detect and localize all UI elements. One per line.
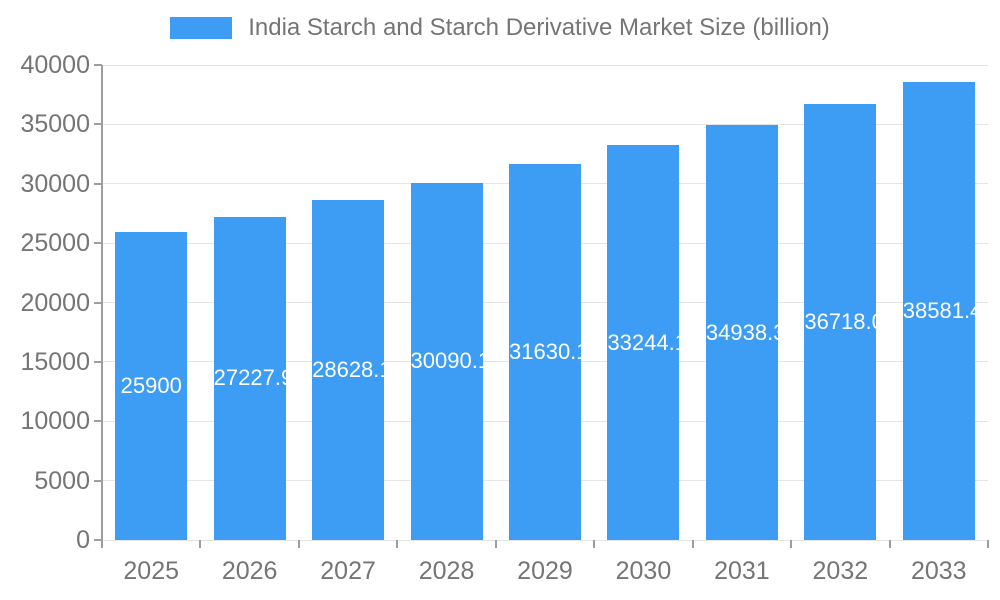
- x-tick-mark: [888, 540, 891, 548]
- bar-value-label: 33244.1: [607, 329, 680, 355]
- y-tick-mark: [94, 301, 102, 304]
- x-tick-label: 2028: [418, 557, 475, 585]
- y-tick-label: 5000: [34, 466, 90, 495]
- bar-value-label: 36718.0: [804, 308, 877, 334]
- x-tick-mark: [297, 540, 300, 548]
- x-tick-label: 2033: [910, 557, 967, 585]
- y-tick-label: 40000: [20, 51, 90, 79]
- bar-value-label: 25900: [120, 373, 182, 399]
- bar[interactable]: 38581.4: [902, 81, 975, 540]
- gridline: [102, 64, 988, 66]
- bar-value-label: 30090.1: [410, 348, 483, 374]
- y-tick-mark: [94, 123, 102, 126]
- bar-value-label: 27227.9: [213, 365, 286, 391]
- x-tick-label: 2032: [812, 557, 869, 585]
- y-tick-mark: [94, 360, 102, 363]
- bar-value-label: 28628.1: [312, 357, 385, 382]
- y-axis-line: [101, 65, 103, 540]
- y-tick-label: 35000: [20, 110, 90, 139]
- x-tick-label: 2031: [714, 557, 770, 585]
- x-tick-label: 2030: [615, 557, 672, 585]
- bar-value-label: 34938.3: [705, 319, 778, 345]
- gridline: [102, 123, 988, 125]
- bar[interactable]: 27227.9: [213, 216, 286, 540]
- x-tick-mark: [987, 540, 989, 548]
- bar-value-label: 38581.4: [902, 297, 975, 323]
- bar[interactable]: 33244.1: [607, 145, 680, 540]
- x-tick-mark: [790, 540, 793, 548]
- x-tick-label: 2027: [320, 557, 376, 585]
- legend-swatch: [170, 17, 233, 39]
- bar-value-label: 31630.1: [509, 339, 581, 365]
- y-tick-label: 25000: [20, 229, 90, 258]
- y-tick-mark: [94, 182, 102, 185]
- y-tick-label: 10000: [20, 407, 90, 436]
- bar[interactable]: 30090.1: [410, 182, 483, 540]
- x-tick-mark: [199, 540, 202, 548]
- y-tick-mark: [94, 242, 102, 245]
- bar[interactable]: 34938.3: [705, 125, 778, 540]
- y-tick-mark: [94, 64, 102, 66]
- y-tick-mark: [94, 420, 102, 423]
- y-tick-label: 30000: [20, 169, 90, 198]
- y-tick-mark: [94, 539, 102, 541]
- x-tick-mark: [691, 540, 694, 548]
- bar[interactable]: 25900: [115, 232, 188, 540]
- x-tick-label: 2026: [221, 557, 278, 585]
- y-tick-label: 15000: [20, 347, 90, 376]
- x-tick-mark: [593, 540, 596, 548]
- legend-label: India Starch and Starch Derivative Marke…: [248, 14, 830, 41]
- bar[interactable]: 31630.1: [509, 164, 581, 540]
- legend-item[interactable]: India Starch and Starch Derivative Marke…: [170, 14, 830, 42]
- bar[interactable]: 28628.1: [312, 200, 385, 540]
- y-tick-mark: [94, 479, 102, 482]
- x-tick-label: 2025: [123, 557, 180, 585]
- gridline: [102, 539, 988, 541]
- x-tick-mark: [101, 540, 103, 548]
- y-tick-label: 20000: [20, 288, 90, 317]
- legend: India Starch and Starch Derivative Marke…: [0, 14, 1000, 42]
- y-tick-label: 0: [76, 526, 90, 554]
- x-tick-label: 2029: [517, 557, 573, 585]
- bar[interactable]: 36718.0: [804, 103, 877, 540]
- x-tick-mark: [396, 540, 399, 548]
- x-tick-mark: [494, 540, 497, 548]
